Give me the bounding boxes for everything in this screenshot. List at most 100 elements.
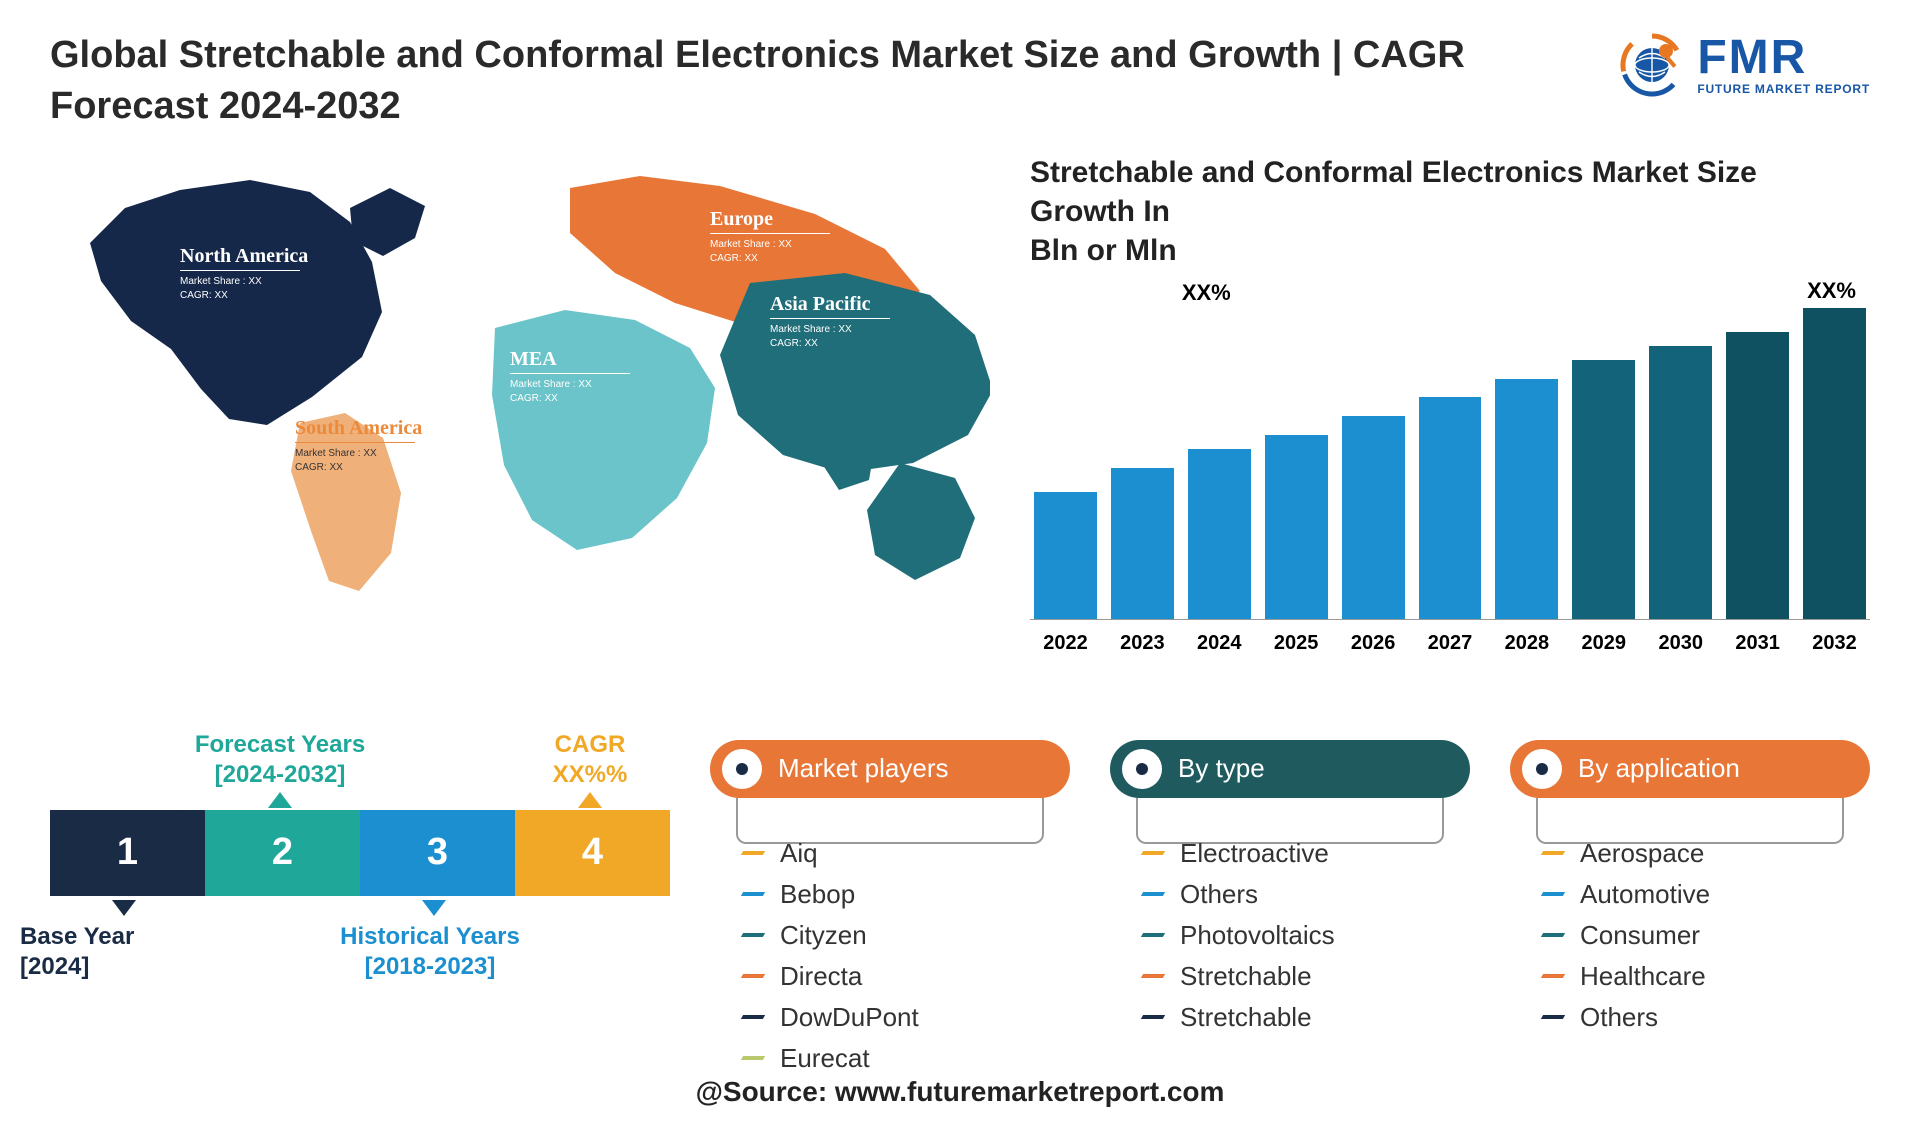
bar-col: 2022: [1034, 492, 1097, 619]
tick-icon: [742, 974, 764, 978]
list-item: Electroactive: [1142, 838, 1438, 869]
bar-year-label: 2024: [1197, 632, 1242, 655]
list-item-label: Stretchable: [1180, 961, 1312, 992]
list-item-label: Stretchable: [1180, 1002, 1312, 1033]
tick-icon: [742, 1056, 764, 1060]
timeline-segment: 1: [50, 810, 205, 896]
caption-base-year: Base Year [2024]: [20, 922, 220, 982]
bar: [1495, 379, 1558, 619]
header: Global Stretchable and Conformal Electro…: [50, 30, 1870, 133]
bar-year-label: 2023: [1120, 632, 1165, 655]
page-title: Global Stretchable and Conformal Electro…: [50, 30, 1550, 133]
bar-col: 2024XX%: [1188, 449, 1251, 618]
callout-label: XX%: [1182, 280, 1231, 445]
bar: [1342, 416, 1405, 618]
category-panels: Market playersAiqBebopCityzenDirectaDowD…: [710, 740, 1870, 1084]
region-mea: [492, 310, 715, 550]
bottom-row: Forecast Years [2024-2032] CAGR XX%% 123…: [50, 740, 1870, 1084]
list-item-label: Automotive: [1580, 879, 1710, 910]
list-item: Consumer: [1542, 920, 1838, 951]
list-item: Bebop: [742, 879, 1038, 910]
list-item: Others: [1142, 879, 1438, 910]
logo-main: FMR: [1697, 34, 1870, 82]
list-item-label: Consumer: [1580, 920, 1700, 951]
category-panel: By application Aerospace Automotive Consume…: [1510, 740, 1870, 1084]
bar: [1111, 468, 1174, 619]
source-attribution: @Source: www.futuremarketreport.com: [696, 1076, 1225, 1108]
list-item-label: Others: [1180, 879, 1258, 910]
panel-header: Market players: [710, 740, 1070, 798]
list-item-label: Electroactive: [1180, 838, 1329, 869]
bar-col: 2032XX%: [1803, 308, 1866, 619]
list-item: Photovoltaics: [1142, 920, 1438, 951]
bar-col: 2025: [1265, 435, 1328, 619]
tick-icon: [742, 1015, 764, 1019]
bar-col: 2031: [1726, 332, 1789, 619]
world-map: North America Market Share : XX CAGR: XX…: [50, 153, 990, 593]
tick-icon: [742, 851, 764, 855]
tick-icon: [1142, 1015, 1164, 1019]
list-item: DowDuPont: [742, 1002, 1038, 1033]
timeline-bar: 1234: [50, 810, 670, 896]
bar: [1726, 332, 1789, 619]
bar-col: 2023: [1111, 468, 1174, 619]
list-item-label: Aerospace: [1580, 838, 1704, 869]
list-item: Aiq: [742, 838, 1038, 869]
triangle-up-icon: [578, 792, 602, 808]
list-item: Stretchable: [1142, 1002, 1438, 1033]
bar-col: 2027: [1419, 397, 1482, 618]
caption-forecast: Forecast Years [2024-2032]: [180, 730, 380, 790]
tick-icon: [1542, 851, 1564, 855]
list-item: Healthcare: [1542, 961, 1838, 992]
logo-sub: FUTURE MARKET REPORT: [1697, 82, 1870, 96]
bar-year-label: 2022: [1043, 632, 1088, 655]
bar-col: 2029: [1572, 360, 1635, 619]
list-item-label: Photovoltaics: [1180, 920, 1335, 951]
bullet-icon: [1122, 749, 1162, 789]
list-item: Automotive: [1542, 879, 1838, 910]
logo-text: FMR FUTURE MARKET REPORT: [1697, 34, 1870, 96]
bar-year-label: 2028: [1505, 632, 1550, 655]
bar-year-label: 2029: [1582, 632, 1627, 655]
tick-icon: [1142, 974, 1164, 978]
list-item-label: Healthcare: [1580, 961, 1706, 992]
tick-icon: [1542, 974, 1564, 978]
label-mea: MEA Market Share : XX CAGR: XX: [510, 348, 630, 406]
label-north-america: North America Market Share : XX CAGR: XX: [180, 245, 308, 303]
list-item: Others: [1542, 1002, 1838, 1033]
triangle-up-icon: [268, 792, 292, 808]
label-south-america: South America Market Share : XX CAGR: XX: [295, 417, 422, 475]
timeline: Forecast Years [2024-2032] CAGR XX%% 123…: [50, 740, 670, 1084]
list-item-label: Aiq: [780, 838, 818, 869]
triangle-down-icon: [112, 900, 136, 916]
bar-year-label: 2027: [1428, 632, 1473, 655]
top-row: North America Market Share : XX CAGR: XX…: [50, 153, 1870, 660]
panel-title: By application: [1578, 753, 1740, 784]
list-item: Aerospace: [1542, 838, 1838, 869]
category-panel: Market playersAiqBebopCityzenDirectaDowD…: [710, 740, 1070, 1084]
label-asia-pacific: Asia Pacific Market Share : XX CAGR: XX: [770, 293, 890, 351]
timeline-segment: 4: [515, 810, 670, 896]
triangle-down-icon: [422, 900, 446, 916]
list-item: Stretchable: [1142, 961, 1438, 992]
panel-header: By type: [1110, 740, 1470, 798]
callout-label: XX%: [1807, 278, 1856, 304]
panel-header: By application: [1510, 740, 1870, 798]
tick-icon: [1542, 892, 1564, 896]
panel-title: By type: [1178, 753, 1265, 784]
panel-list: AiqBebopCityzenDirectaDowDuPontEurecat: [710, 838, 1070, 1074]
bar: [1188, 449, 1251, 618]
chart-area: 202220232024XX%2025202620272028202920302…: [1030, 280, 1870, 620]
list-item: Directa: [742, 961, 1038, 992]
bar: [1034, 492, 1097, 619]
globe-spyglass-icon: [1617, 30, 1687, 100]
label-europe: Europe Market Share : XX CAGR: XX: [710, 208, 830, 266]
bar: [1419, 397, 1482, 618]
tick-icon: [1142, 892, 1164, 896]
list-item-label: DowDuPont: [780, 1002, 919, 1033]
panel-list: Aerospace Automotive Consumer Healthcare Oth…: [1510, 838, 1870, 1033]
category-panel: By type Electroactive Others Photovoltaics S…: [1110, 740, 1470, 1084]
tick-icon: [1542, 933, 1564, 937]
bar-year-label: 2030: [1658, 632, 1703, 655]
timeline-segment: 3: [360, 810, 515, 896]
